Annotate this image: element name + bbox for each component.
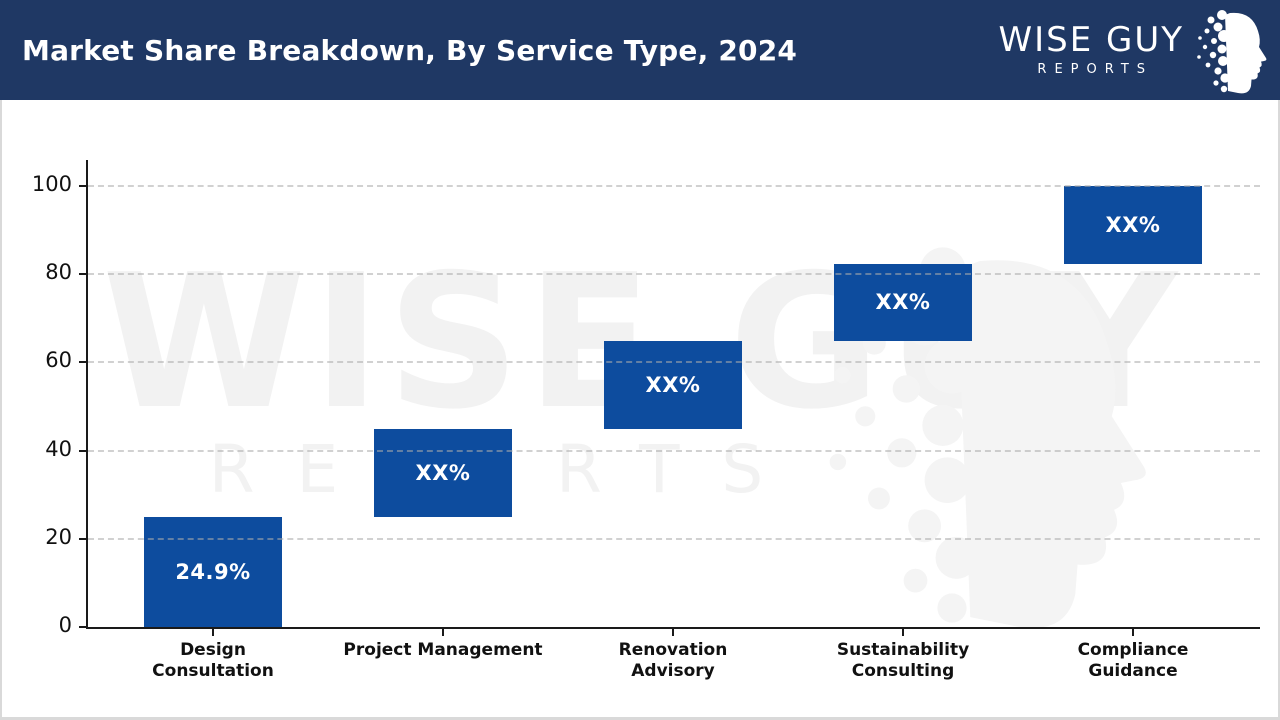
bar-value-label: XX%: [415, 461, 471, 486]
category-label-compliance-guidance: Compliance Guidance: [1018, 640, 1248, 682]
bar-sustainability-consulting: [834, 263, 972, 341]
category-label-line: Sustainability: [836, 640, 970, 660]
x-tick: [672, 629, 674, 636]
bar-project-management: [374, 428, 512, 518]
category-label-project-management: Project Management: [328, 640, 558, 661]
header: Market Share Breakdown, By Service Type,…: [0, 0, 1280, 100]
plot: 24.9% XX% XX% XX% XX% 0 20 40 60 80 100 Design Consu…: [2, 100, 1278, 717]
x-tick: [1132, 629, 1134, 636]
bar-value-label: 24.9%: [175, 560, 251, 585]
category-label-line: Consulting: [851, 661, 955, 681]
bar-value-label: XX%: [645, 372, 701, 397]
gridline-60: [88, 361, 1260, 364]
gridline-100: [88, 185, 1260, 187]
bar-value-label: XX%: [1105, 212, 1161, 237]
gridline-40: [88, 449, 1260, 452]
y-tick: [79, 185, 87, 187]
bar-compliance-guidance: [1064, 186, 1202, 264]
chart-title: Market Share Breakdown, By Service Type,…: [22, 33, 798, 67]
category-label-design-consultation: Design Consultation: [98, 640, 328, 682]
category-label-renovation-advisory: Renovation Advisory: [558, 640, 788, 682]
x-tick: [442, 629, 444, 636]
chart-area: WISE GUY REPORTS 24.9%XX%XX%XX%XX%020406…: [0, 100, 1280, 720]
gridline-20: [88, 537, 1260, 540]
wiseguy-logo: WISE GUY REPORTS: [998, 3, 1270, 97]
category-label-line: Renovation: [618, 640, 728, 660]
bar-design-consultation: [144, 517, 282, 627]
category-label-sustainability-consulting: Sustainability Consulting: [788, 640, 1018, 682]
x-tick: [902, 629, 904, 636]
y-tick: [79, 626, 87, 628]
logo-head-icon: [1197, 10, 1267, 94]
y-tick-label: 20: [45, 524, 72, 549]
y-axis: [86, 160, 88, 629]
y-tick: [79, 273, 87, 276]
gridline-80: [88, 273, 1260, 276]
x-axis: [86, 627, 1260, 629]
y-tick-label: 80: [45, 260, 72, 285]
y-tick-label: 40: [45, 436, 72, 461]
y-tick: [79, 361, 87, 364]
x-tick: [212, 629, 214, 636]
category-label-line: Design: [180, 640, 246, 660]
y-tick-label: 100: [31, 172, 72, 196]
y-tick-label: 0: [58, 613, 72, 637]
bar-value-label: XX%: [875, 290, 931, 315]
logo-wordmark-block: WISE GUY REPORTS: [998, 23, 1184, 77]
y-tick-label: 60: [45, 348, 72, 373]
logo-subtext: REPORTS: [1037, 62, 1154, 77]
category-label-line: Project Management: [343, 640, 543, 660]
category-label-line: Guidance: [1088, 661, 1178, 681]
y-tick: [79, 449, 87, 452]
bar-renovation-advisory: [604, 340, 742, 429]
logo-wordmark: WISE GUY: [998, 20, 1184, 60]
category-label-line: Advisory: [631, 661, 715, 681]
y-tick: [79, 537, 87, 540]
category-label-line: Consultation: [152, 661, 274, 681]
category-label-line: Compliance: [1077, 640, 1189, 660]
